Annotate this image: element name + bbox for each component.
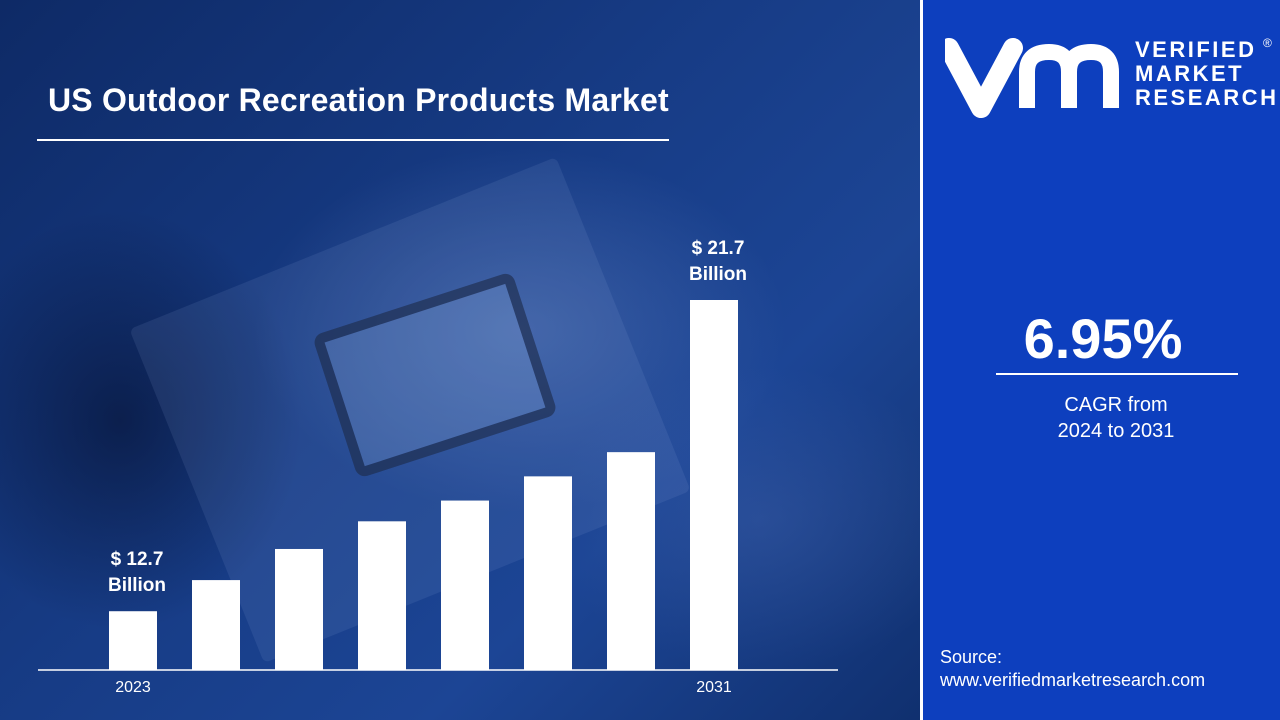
cagr-divider [996,373,1238,375]
cagr-label-line1: CAGR from [1064,394,1168,416]
chart-panel: US Outdoor Recreation Products Market 20… [0,0,920,720]
bar-2031 [690,300,738,670]
title-underline [37,139,669,141]
data-label: Billion [108,575,166,596]
vmr-logo-mark-icon [939,38,1119,118]
vmr-logo: VERIFIED MARKET RESEARCH ® [939,36,1276,118]
x-tick-label: 2031 [696,679,732,696]
source-url[interactable]: www.verifiedmarketresearch.com [940,670,1206,690]
bar-2025 [275,548,323,670]
cagr-label-line2: 2024 to 2031 [1057,420,1175,442]
bar-chart: 2023 2031 $ 12.7 Billion $ 21.7 Billion [38,238,838,696]
vmr-logo-wordmark: VERIFIED MARKET RESEARCH [1135,38,1280,110]
info-panel: VERIFIED MARKET RESEARCH ® 6.95% CAGR fr… [920,0,1280,720]
source-note: Source: www.verifiedmarketresearch.com [940,646,1205,692]
bar-2023 [109,611,157,670]
bar-2029 [607,452,655,670]
data-label: $ 12.7 [111,549,164,570]
bar-2028 [524,476,572,670]
logo-line-verified: VERIFIED [1135,37,1257,62]
bar-2027 [441,500,489,670]
cagr-value: 6.95% [1023,307,1183,370]
registered-mark: ® [1263,36,1272,50]
source-label: Source: [940,647,1003,667]
logo-line-research: RESEARCH [1135,85,1279,110]
cagr-label: CAGR from 2024 to 2031 [923,392,1280,444]
data-label: $ 21.7 [692,238,745,259]
chart-title: US Outdoor Recreation Products Market [48,82,669,118]
bar-2026 [358,521,406,670]
bar-2024 [192,580,240,670]
x-tick-label: 2023 [115,679,151,696]
data-label: Billion [689,264,747,285]
logo-line-market: MARKET [1135,61,1245,86]
